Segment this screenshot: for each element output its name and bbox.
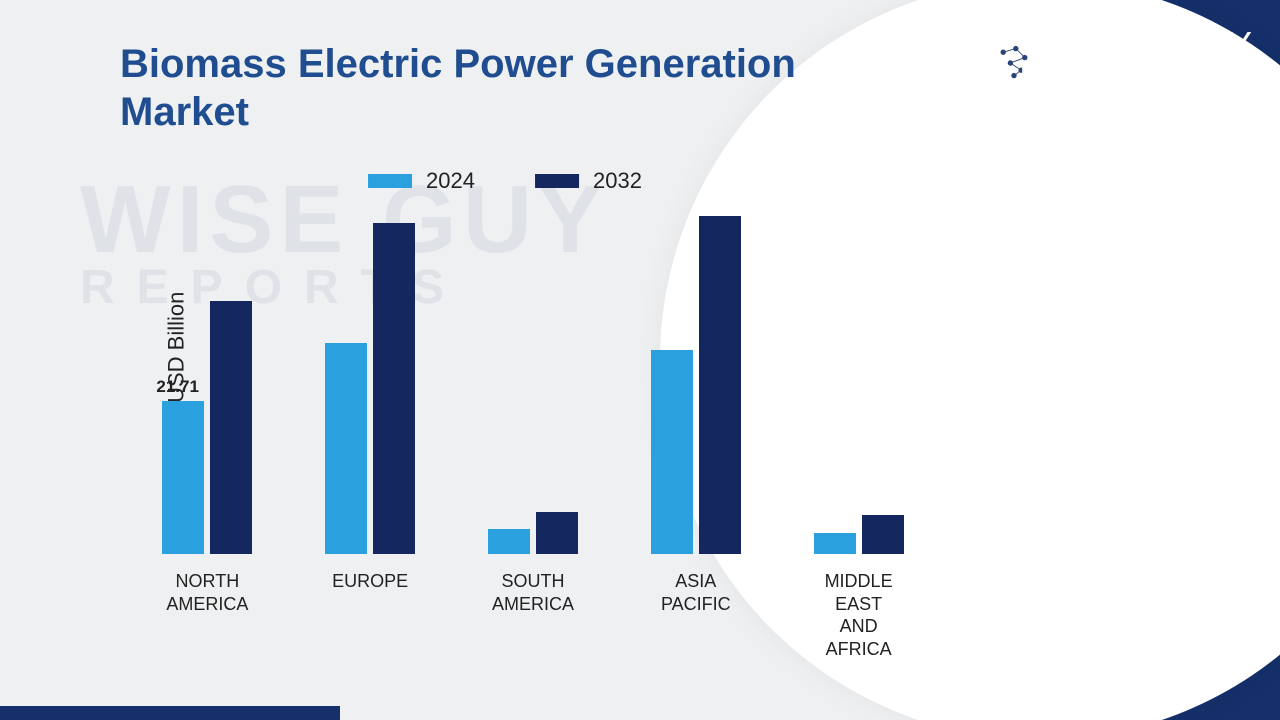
brand-logo: WISE GUY R E P O R T S [1021, 24, 1254, 80]
bar [814, 533, 856, 554]
bar [862, 515, 904, 554]
bar-group [799, 515, 919, 554]
bar-chart: Market Size in USD Billion 2024 2032 21.… [70, 160, 940, 680]
bar-groups [126, 202, 940, 554]
bar-group [636, 216, 756, 554]
bar [651, 350, 693, 554]
x-axis-label: NORTH AMERICA [147, 562, 267, 680]
stage: WISE GUY REPORTS WISE GUY R E P O R T S … [0, 0, 1280, 720]
legend-item-2032: 2032 [535, 168, 642, 194]
legend-item-2024: 2024 [368, 168, 475, 194]
bar [536, 512, 578, 554]
bar-group [147, 301, 267, 554]
bar [210, 301, 252, 554]
legend: 2024 2032 [368, 168, 642, 194]
legend-label-2032: 2032 [593, 168, 642, 194]
legend-label-2024: 2024 [426, 168, 475, 194]
x-axis-label: MIDDLE EAST AND AFRICA [799, 562, 919, 680]
bar-group [473, 512, 593, 554]
legend-swatch-2024 [368, 174, 412, 188]
x-axis-label: ASIA PACIFIC [636, 562, 756, 680]
x-axis-labels: NORTH AMERICA EUROPE SOUTH AMERICA ASIA PAC… [126, 562, 940, 680]
bar [325, 343, 367, 554]
legend-swatch-2032 [535, 174, 579, 188]
bar [699, 216, 741, 554]
logo-line2: R E P O R T S [1021, 62, 1254, 80]
bar-value-label: 21.71 [156, 377, 199, 397]
logo-line1: WISE GUY [1021, 24, 1254, 66]
chart-title: Biomass Electric Power Generation Market [120, 40, 860, 136]
x-axis-label: EUROPE [310, 562, 430, 680]
bar [162, 401, 204, 554]
bar [373, 223, 415, 554]
bar [488, 529, 530, 554]
bottom-accent-strip [0, 706, 340, 720]
x-axis-label: SOUTH AMERICA [473, 562, 593, 680]
plot-area: 21.71 [126, 202, 940, 554]
bar-group [310, 223, 430, 554]
